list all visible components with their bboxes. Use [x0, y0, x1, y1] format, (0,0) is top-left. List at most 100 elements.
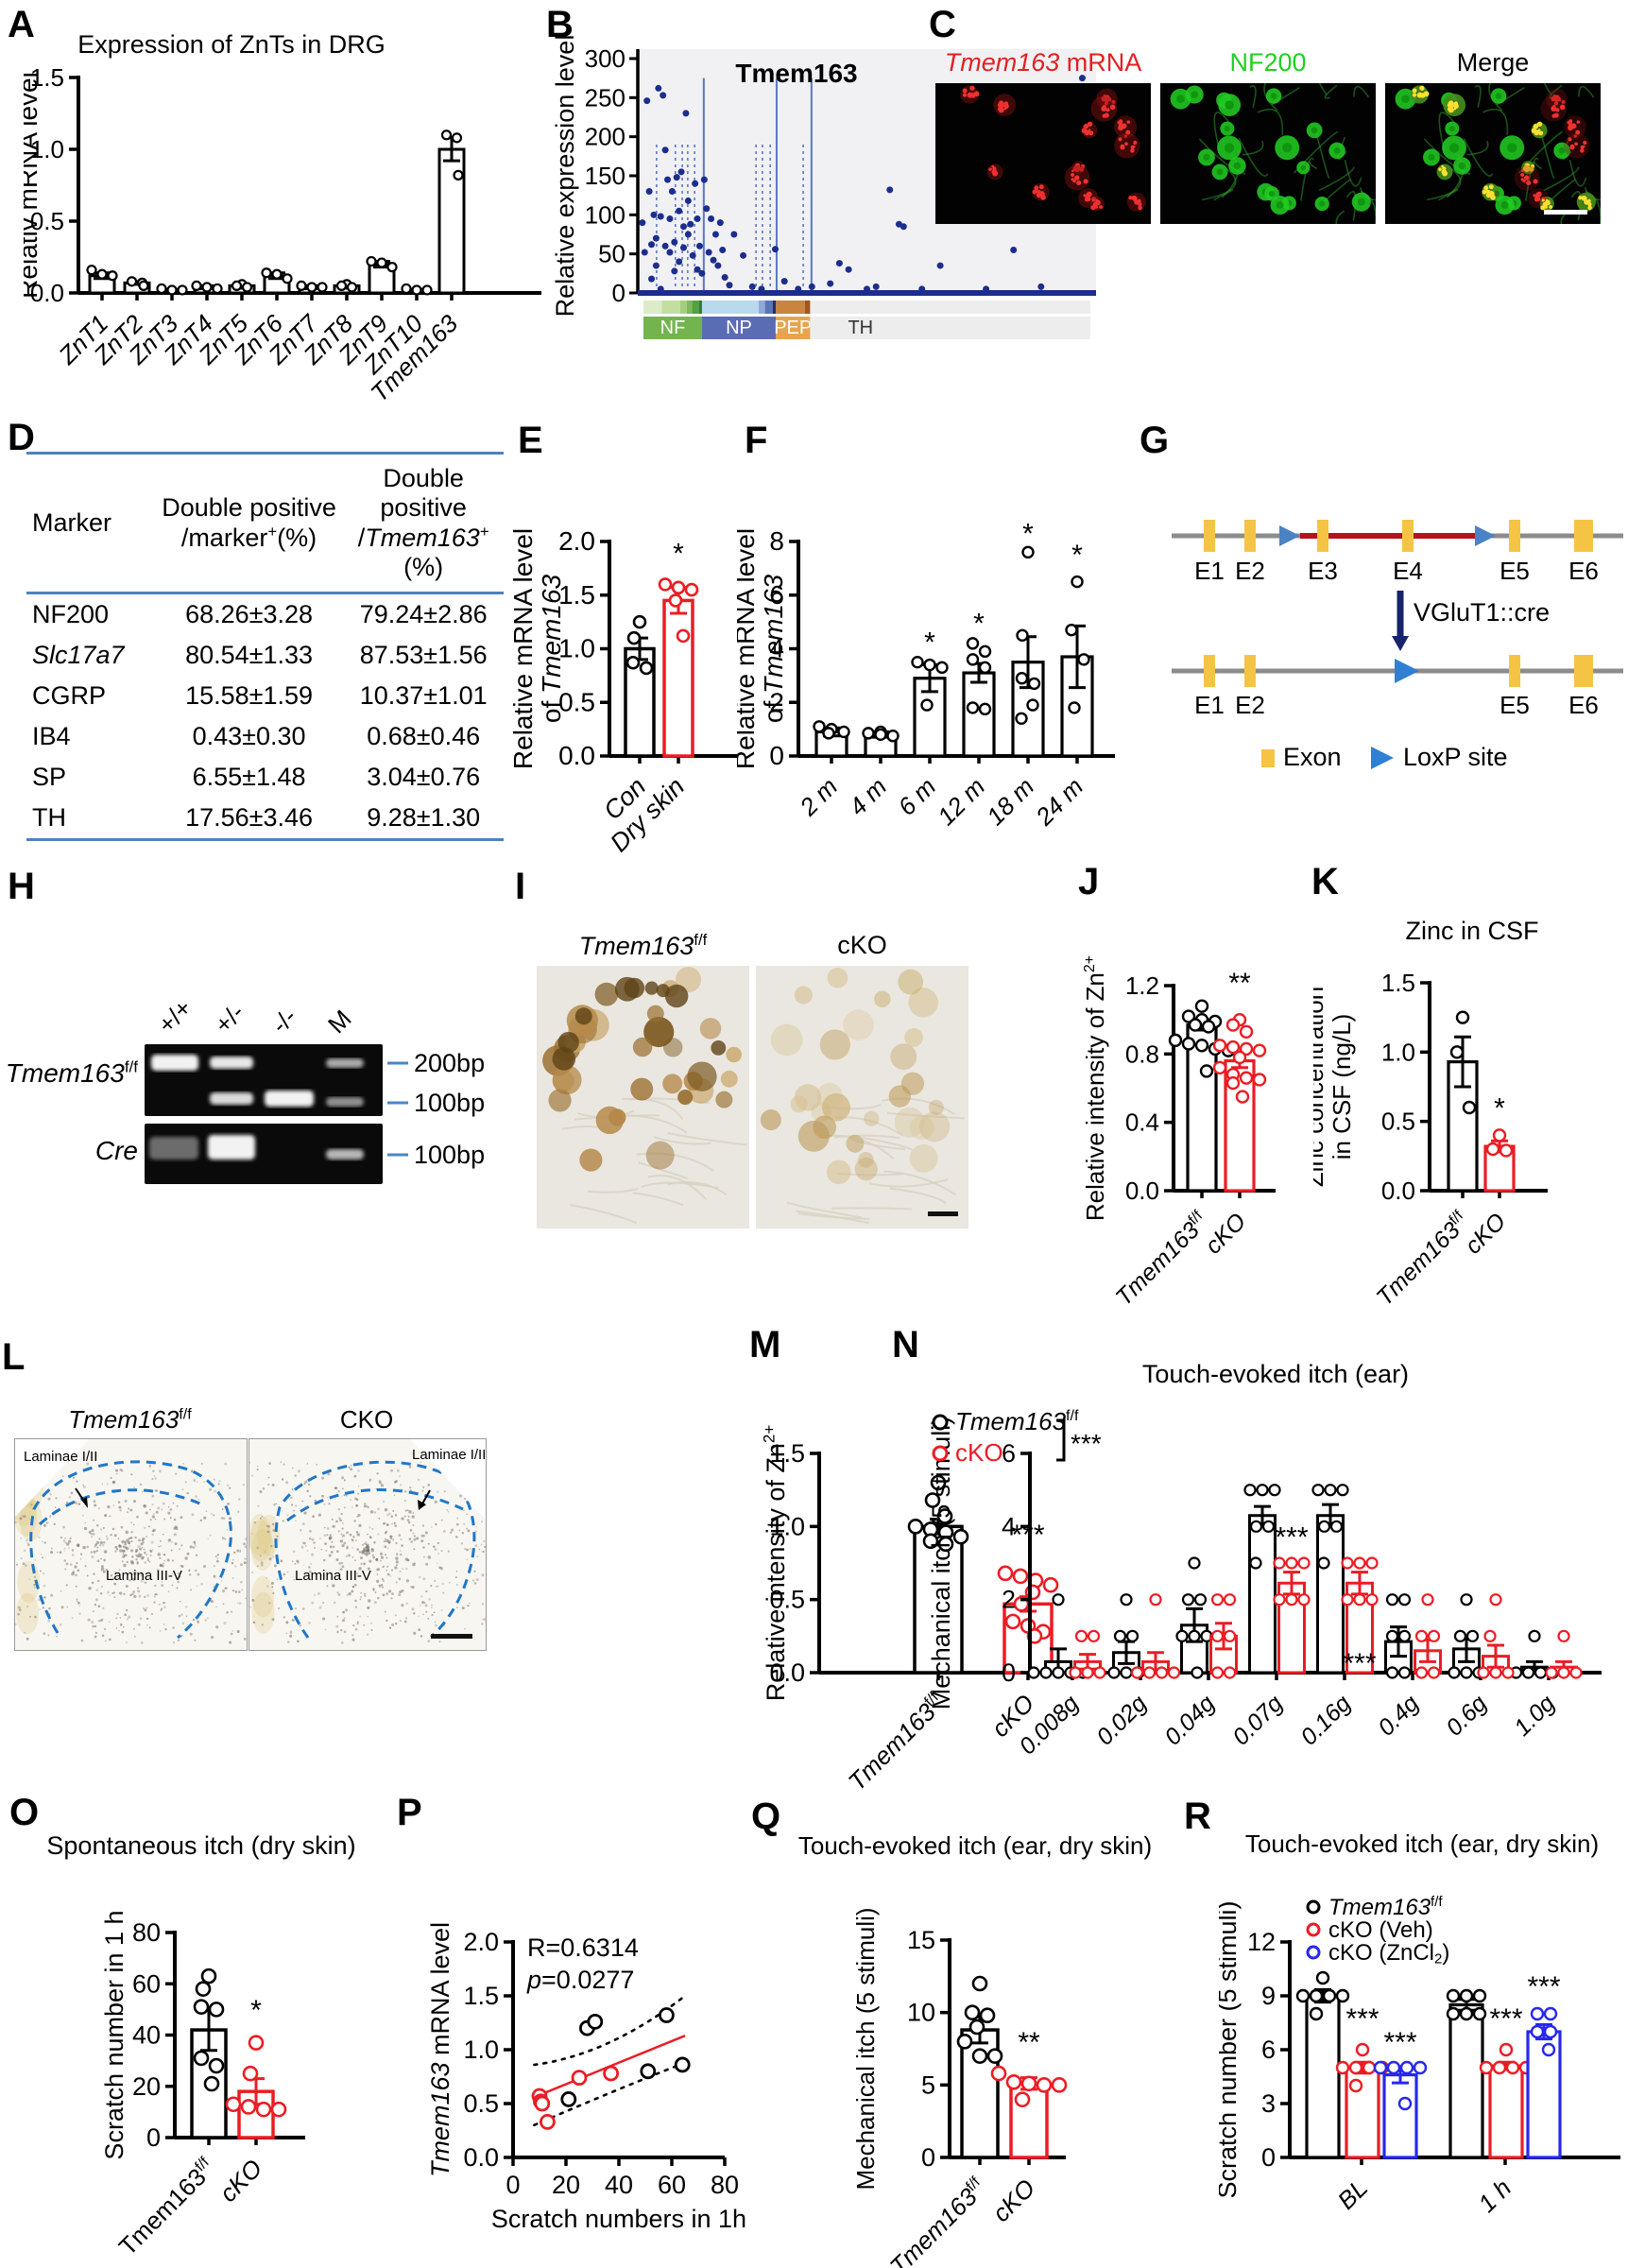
svg-text:***: *** — [1345, 2003, 1379, 2035]
svg-text:Tmem163f/f: Tmem163f/f — [955, 1407, 1079, 1435]
svg-text:Cre: Cre — [95, 1136, 138, 1165]
svg-text:0.02g: 0.02g — [1091, 1690, 1152, 1750]
micrograph-tmem163-mrna — [935, 83, 1151, 224]
touch-evoked-itch-dry-skin-bar-chart: Touch-evoked itch (ear, dry skin) Mechani… — [765, 1796, 1174, 2268]
svg-text:8: 8 — [769, 526, 784, 556]
table-row: IB4 0.43±0.30 0.68±0.46 — [26, 716, 504, 757]
table-cell: Slc17a7 — [32, 641, 125, 669]
l2-laminae-annotation: Laminae I/II — [412, 1447, 487, 1463]
svg-text:9: 9 — [1261, 1982, 1276, 2010]
svg-text:0.0: 0.0 — [30, 279, 64, 307]
svg-text:**: ** — [1228, 968, 1251, 999]
svg-text:E1: E1 — [1194, 691, 1225, 719]
svg-text:cKO (ZnCl2): cKO (ZnCl2) — [1328, 1940, 1449, 1967]
table-cell: TH — [32, 803, 66, 832]
svg-text:0.0: 0.0 — [558, 741, 595, 770]
micrograph-merge — [1385, 58, 1602, 258]
svg-text:p=0.0277: p=0.0277 — [526, 1966, 634, 1994]
svg-text:18 m: 18 m — [981, 772, 1039, 831]
svg-text:0.5: 0.5 — [1381, 1108, 1415, 1136]
svg-text:0: 0 — [1002, 1658, 1016, 1687]
svg-text:1.0: 1.0 — [463, 2036, 499, 2064]
svg-text:M: M — [322, 1005, 357, 1040]
svg-text:PEP: PEP — [774, 318, 812, 338]
svg-text:E6: E6 — [1568, 691, 1599, 719]
svg-text:12 m: 12 m — [932, 772, 990, 831]
panel-letter-n: N — [892, 1324, 919, 1366]
panel-letter-b: B — [546, 4, 574, 45]
svg-text:Touch-evoked itch (ear, dry sk: Touch-evoked itch (ear, dry skin) — [1245, 1830, 1599, 1858]
svg-text:20: 20 — [552, 2171, 580, 2199]
svg-text:Tmem163f/f: Tmem163f/f — [8, 1057, 138, 1088]
svg-text:6: 6 — [1002, 1439, 1016, 1468]
double-positive-table: Marker Double positive/marker+(%) Double… — [26, 452, 504, 841]
svg-text:1.5: 1.5 — [463, 1982, 499, 2010]
svg-text:E6: E6 — [1568, 557, 1599, 585]
svg-text:1.5: 1.5 — [30, 63, 64, 92]
panel-letter-c: C — [929, 4, 956, 45]
bar-chart-O-svg: Spontaneous itch (dry skin) Scratch numbe… — [46, 1831, 355, 2260]
panel-letter-f: F — [745, 420, 768, 461]
svg-text:***: *** — [1527, 1971, 1560, 2002]
table-cell: 87.53±1.56 — [359, 641, 488, 669]
svg-text:cKO: cKO — [1460, 1208, 1511, 1259]
svg-text:2 m: 2 m — [794, 772, 844, 822]
svg-text:cKO: cKO — [214, 2154, 267, 2208]
micrograph-spinal-tmem163ff — [12, 1438, 248, 1651]
svg-text:E5: E5 — [1499, 557, 1530, 585]
i-micrograph-1-svg — [756, 966, 968, 1228]
svg-text:Tmem163f/f: Tmem163f/f — [884, 2174, 992, 2268]
svg-text:E2: E2 — [1235, 557, 1265, 585]
panel-letter-e: E — [518, 420, 543, 461]
svg-text:60: 60 — [658, 2171, 686, 2199]
svg-text:Tmem163: Tmem163 — [735, 59, 857, 88]
bar-chart-J-svg: Relative intensity of Zn2+ 0.0 0.4 0.8 1.2 Tm… — [1081, 955, 1276, 1311]
table-cell: 15.58±1.59 — [185, 681, 313, 710]
l-micrograph-1-svg — [248, 1439, 488, 1650]
table-row: Slc17a7 80.54±1.33 87.53±1.56 — [26, 635, 504, 676]
zinc-csf-bar-chart: Zinc in CSF Zinc concentration in CSF (ng/… — [1300, 879, 1628, 1422]
svg-text:E3: E3 — [1308, 557, 1338, 585]
correlation-scatter-svg: Tmem163 mRNA level Scratch numbers in 1h 0… — [426, 1922, 746, 2233]
svg-text:0: 0 — [612, 279, 625, 307]
svg-text:200: 200 — [585, 123, 625, 151]
table-cell: 6.55±1.48 — [192, 763, 306, 791]
svg-text:*: * — [1071, 540, 1083, 571]
svg-text:80: 80 — [711, 2171, 739, 2199]
table-row: CGRP 15.58±1.59 10.37±1.01 — [26, 676, 504, 716]
svg-text:E2: E2 — [1235, 691, 1265, 719]
svg-text:*: * — [673, 539, 684, 570]
bar-chart-N-svg: Touch-evoked itch (ear) Mechanical itch (… — [927, 1360, 1602, 1760]
table-header-marker-pct: Double positive/marker+(%) — [162, 493, 336, 552]
genotyping-gel-svg: Tmem163f/f Cre +/+ +/- -/- M 200bp 100bp 100bp — [6, 993, 485, 1184]
i-label-cko: cKO — [837, 931, 887, 959]
svg-text:*: * — [924, 627, 935, 658]
svg-text:15: 15 — [907, 1926, 935, 1954]
svg-text:***: *** — [1071, 1429, 1102, 1458]
svg-text:0: 0 — [769, 741, 784, 770]
svg-text:BL: BL — [1332, 2174, 1374, 2215]
panel-letter-d: D — [8, 417, 35, 458]
i-label-tmem163ff: Tmem163f/f — [578, 931, 708, 960]
svg-text:Relative intensity of Zn2+: Relative intensity of Zn2+ — [1081, 955, 1109, 1221]
i-micrograph-0-svg — [537, 966, 749, 1228]
l2-lamina-annotation: Lamina III-V — [295, 1568, 371, 1584]
c-micrograph-2-svg — [1385, 58, 1602, 258]
table-body: NF200 68.26±3.28 79.24±2.86 Slc17a7 80.54±1.… — [26, 594, 504, 838]
svg-text:5: 5 — [921, 2070, 935, 2099]
svg-text:Relative intensity of Zn2+: Relative intensity of Zn2+ — [761, 1425, 790, 1702]
svg-text:0.0: 0.0 — [1125, 1177, 1159, 1205]
svg-text:0.5: 0.5 — [30, 207, 64, 235]
svg-text:0.0: 0.0 — [769, 1658, 805, 1687]
svg-text:Tmem163f/f: Tmem163f/f — [1328, 1894, 1443, 1920]
l1-lamina-annotation: Lamina III-V — [106, 1568, 182, 1584]
dry-skin-mrna-bar-chart: Relative mRNA level of Tmem163 0.0 0.5 1.0 1.… — [506, 423, 746, 976]
svg-text:40: 40 — [132, 2021, 161, 2050]
svg-text:Mechanical itch (5 stimuli): Mechanical itch (5 stimuli) — [851, 1907, 880, 2190]
svg-text:**: ** — [1018, 2027, 1040, 2058]
bar-chart-K-svg: Zinc in CSF Zinc concentration in CSF (ng/… — [1300, 917, 1548, 1311]
svg-text:100bp: 100bp — [414, 1141, 485, 1169]
svg-text:1 h: 1 h — [1472, 2174, 1517, 2218]
table-cell: SP — [32, 763, 67, 791]
